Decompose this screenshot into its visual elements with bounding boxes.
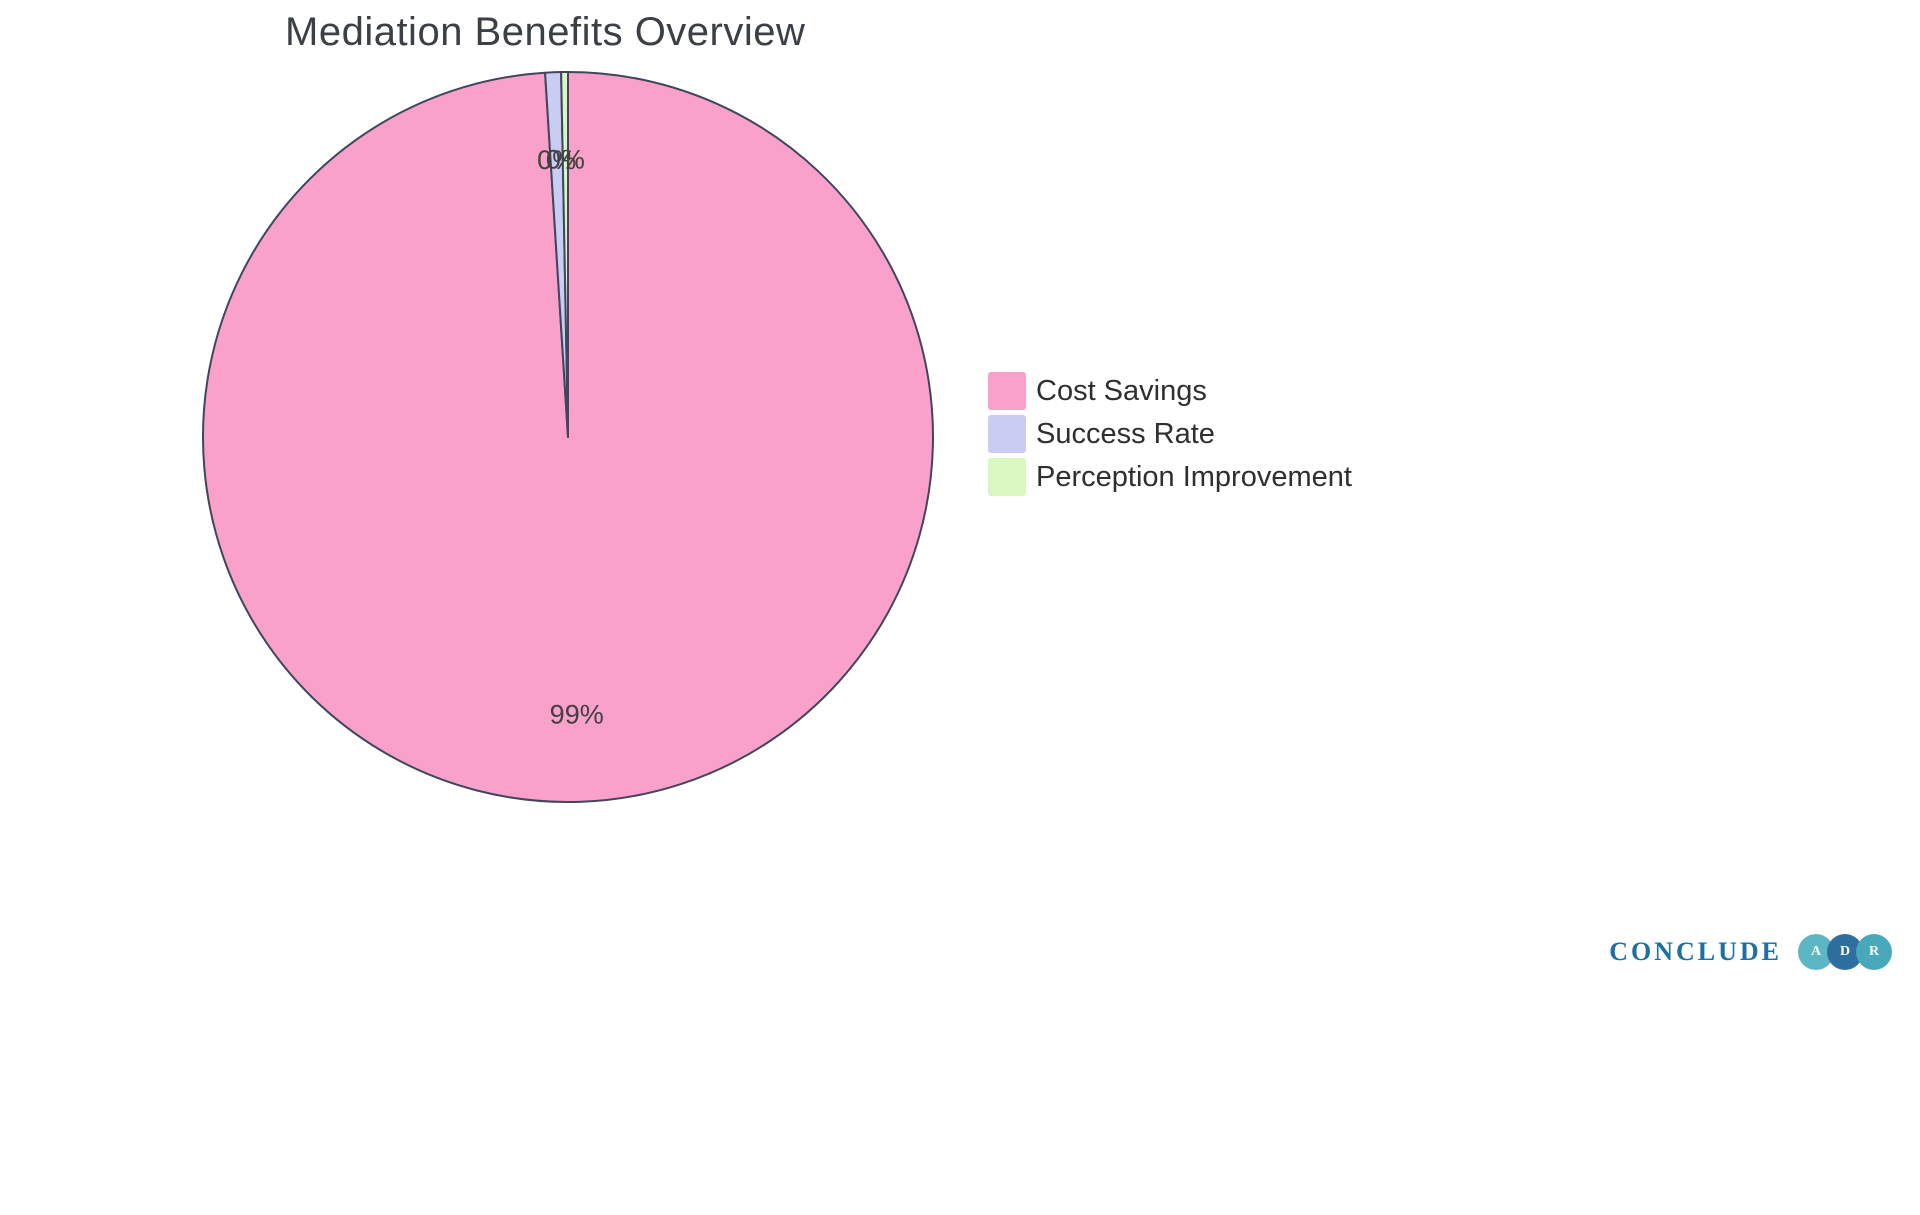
brand-watermark: CONCLUDE A D R [1609,934,1892,970]
legend-label: Success Rate [1036,417,1215,450]
pie-slice-percentage: 0% [537,145,576,175]
chart-legend: Cost Savings Success Rate Perception Imp… [988,372,1352,496]
brand-badge-r: R [1856,934,1892,970]
legend-label: Perception Improvement [1036,460,1352,493]
pie-slice[interactable] [560,70,569,438]
pie-slices[interactable] [202,70,934,803]
legend-swatch [988,458,1026,496]
legend-swatch [988,415,1026,453]
legend-item-cost-savings[interactable]: Cost Savings [988,372,1352,410]
legend-item-perception-improvement[interactable]: Perception Improvement [988,458,1352,496]
pie-slice-percentage: 99% [550,699,604,729]
pie-slice-labels: 99% 0%0% [537,145,604,730]
legend-swatch [988,372,1026,410]
legend-label: Cost Savings [1036,374,1207,407]
brand-wordmark: CONCLUDE [1609,937,1782,966]
pie-slice-percentage: 0% [546,145,585,175]
brand-badges: A D R [1798,934,1892,970]
chart-title: Mediation Benefits Overview [285,10,806,54]
legend-item-success-rate[interactable]: Success Rate [988,415,1352,453]
